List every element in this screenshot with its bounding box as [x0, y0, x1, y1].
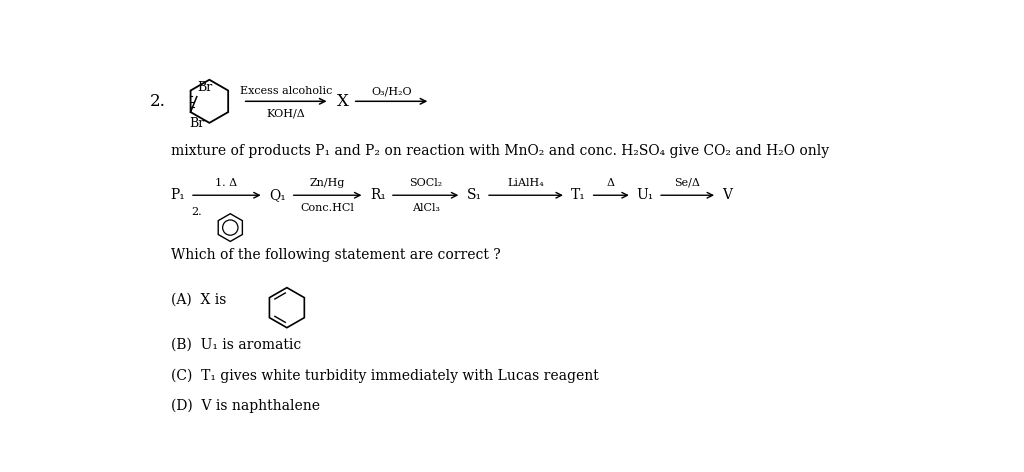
Text: Br: Br: [189, 117, 204, 130]
Text: 1. Δ: 1. Δ: [215, 178, 238, 188]
Text: S₁: S₁: [467, 188, 481, 202]
Text: O₃/H₂O: O₃/H₂O: [371, 86, 412, 96]
Text: Δ: Δ: [607, 178, 614, 188]
Text: X: X: [337, 93, 349, 110]
Text: AlCl₃: AlCl₃: [412, 202, 439, 212]
Text: Se/Δ: Se/Δ: [675, 178, 700, 188]
Text: T₁: T₁: [571, 188, 586, 202]
Text: P₁: P₁: [171, 188, 185, 202]
Text: 2.: 2.: [150, 93, 166, 110]
Text: Which of the following statement are correct ?: Which of the following statement are cor…: [171, 248, 501, 262]
Text: (C)  T₁ gives white turbidity immediately with Lucas reagent: (C) T₁ gives white turbidity immediately…: [171, 368, 598, 383]
Text: Excess alcoholic: Excess alcoholic: [240, 86, 332, 96]
Text: R₁: R₁: [370, 188, 386, 202]
Text: (D)  V is naphthalene: (D) V is naphthalene: [171, 399, 319, 413]
Text: SOCl₂: SOCl₂: [409, 178, 442, 188]
Text: KOH/Δ: KOH/Δ: [266, 109, 305, 118]
Text: U₁: U₁: [636, 188, 653, 202]
Text: V: V: [722, 188, 732, 202]
Text: 2.: 2.: [191, 207, 202, 217]
Text: mixture of products P₁ and P₂ on reaction with MnO₂ and conc. H₂SO₄ give CO₂ and: mixture of products P₁ and P₂ on reactio…: [171, 143, 828, 158]
Text: Conc.HCl: Conc.HCl: [300, 202, 354, 212]
Text: Zn/Hg: Zn/Hg: [309, 178, 345, 188]
Text: LiAlH₄: LiAlH₄: [507, 178, 544, 188]
Text: Br: Br: [197, 81, 212, 94]
Text: Q₁: Q₁: [269, 188, 286, 202]
Text: (A)  X is: (A) X is: [171, 293, 226, 307]
Text: (B)  U₁ is aromatic: (B) U₁ is aromatic: [171, 337, 301, 352]
